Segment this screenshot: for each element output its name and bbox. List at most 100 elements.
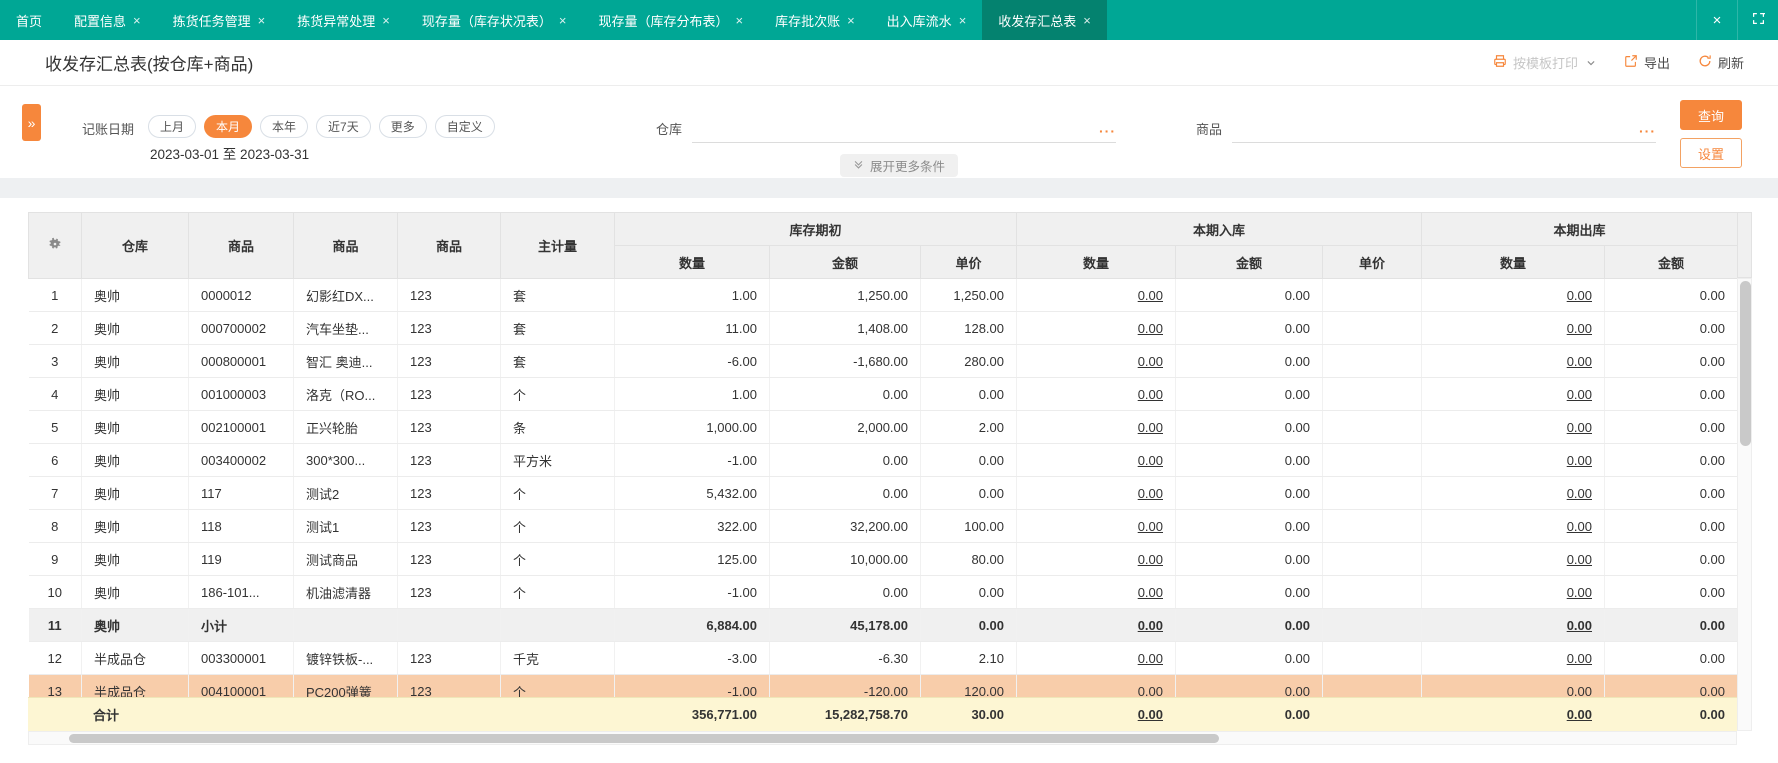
warehouse-input[interactable]: ··· [692,114,1116,143]
table-row[interactable]: 3 奥帅 000800001 智汇 奥迪... 123 套 -6.00 -1,680.00 28… [28,344,1739,378]
table-row[interactable]: 6 奥帅 003400002 300*300... 123 平方米 -1.00 0.00 0.0… [28,443,1739,477]
vertical-scrollbar-thumb[interactable] [1740,281,1751,446]
qty-link[interactable]: 0.00 [1566,386,1592,402]
tab[interactable]: 现存量（库存状况表） × [406,0,583,40]
tab[interactable]: 配置信息 × [58,0,157,40]
qty-link[interactable]: 0.00 [1137,650,1163,666]
cell-num: 9 [28,542,82,576]
table-row[interactable]: 9 奥帅 119 测试商品 123 个 125.00 10,000.00 80.00 0.00 0.… [28,542,1739,576]
date-range-value[interactable]: 2023-03-01 至 2023-03-31 [150,147,310,162]
cell-num: 3 [28,344,82,378]
qty-link[interactable]: 0.00 [1566,683,1592,699]
tab-close-icon[interactable]: × [558,12,567,28]
cell-oa: 0.00 [1604,641,1739,675]
qty-link[interactable]: 0.00 [1566,485,1592,501]
qty-link[interactable]: 0.00 [1566,584,1592,600]
qty-link[interactable]: 0.00 [1137,551,1163,567]
qty-link[interactable]: 0.00 [1137,485,1163,501]
tab-close-icon[interactable]: × [133,12,141,28]
fullscreen-button[interactable] [1737,0,1778,40]
cell-spec: 123 [397,377,501,411]
qty-link[interactable]: 0.00 [1566,452,1592,468]
tab[interactable]: 拣货异常处理 × [281,0,406,40]
cell-iq: 0.00 [1016,443,1176,477]
tab[interactable]: 库存批次账 × [759,0,871,40]
print-by-template-button[interactable]: 按模板打印 [1493,53,1596,72]
cell-ba: 0.00 [769,443,921,477]
cell-ia: 0.00 [1175,311,1323,345]
cell-oa: 0.00 [1604,410,1739,444]
qty-link[interactable]: 0.00 [1137,617,1163,633]
cell-unit: 套 [500,311,615,345]
date-pill[interactable]: 本月 [204,115,253,138]
tab-close-icon[interactable]: × [847,12,855,28]
vertical-scrollbar-track [1737,278,1752,731]
qty-link[interactable]: 0.00 [1137,320,1163,336]
qty-link[interactable]: 0.00 [1137,353,1163,369]
gear-icon[interactable] [48,237,62,254]
table-row[interactable]: 10 奥帅 186-101... 机油滤清器 123 个 -1.00 0.00 0.00 0.00… [28,575,1739,609]
qty-link[interactable]: 0.00 [1566,419,1592,435]
warehouse-picker-ellipsis-icon[interactable]: ··· [1099,122,1116,139]
tab[interactable]: 现存量（库存分布表） × [582,0,759,40]
qty-link[interactable]: 0.00 [1137,584,1163,600]
table-row[interactable]: 7 奥帅 117 测试2 123 个 5,432.00 0.00 0.00 0.00 0.00 0.0… [28,476,1739,510]
export-button[interactable]: 导出 [1624,53,1670,72]
table-row[interactable]: 1 奥帅 0000012 幻影红DX... 123 套 1.00 1,250.00 1,250.… [28,278,1739,312]
table-row[interactable]: 12 半成品仓 003300001 镀锌铁板-... 123 千克 -3.00 -6.30 2.… [28,641,1739,675]
product-picker-ellipsis-icon[interactable]: ··· [1639,122,1656,139]
date-pill[interactable]: 自定义 [434,115,495,138]
qty-link[interactable]: 0.00 [1137,287,1163,303]
qty-link[interactable]: 0.00 [1137,386,1163,402]
table-row[interactable]: 5 奥帅 002100001 正兴轮胎 123 条 1,000.00 2,000.00 2.00… [28,410,1739,444]
collapse-filter-button[interactable]: » [22,104,41,141]
refresh-button[interactable]: 刷新 [1698,53,1744,72]
qty-link[interactable]: 0.00 [1137,683,1163,699]
cell-bp: 80.00 [920,542,1017,576]
tab[interactable]: 拣货任务管理 × [157,0,282,40]
product-input[interactable]: ··· [1232,114,1656,143]
qty-link[interactable]: 0.00 [1137,518,1163,534]
qty-link[interactable]: 0.00 [1566,650,1592,666]
cell-spec: 123 [397,641,501,675]
tab[interactable]: 首页 [0,0,58,40]
tab[interactable]: 收发存汇总表 × [982,0,1107,40]
tab-close-icon[interactable]: × [958,12,967,28]
settings-button[interactable]: 设置 [1680,138,1742,168]
tab-close-icon[interactable]: × [735,12,744,28]
cell-bp: 0.00 [920,377,1017,411]
expand-more-conditions-button[interactable]: 展开更多条件 [840,154,959,177]
horizontal-scrollbar-thumb[interactable] [69,734,1219,743]
close-all-tabs-button[interactable]: × [1696,0,1737,40]
search-button[interactable]: 查询 [1680,100,1742,130]
qty-link[interactable]: 0.00 [1566,320,1592,336]
qty-link[interactable]: 0.00 [1566,551,1592,567]
qty-link[interactable]: 0.00 [1566,353,1592,369]
table-row[interactable]: 8 奥帅 118 测试1 123 个 322.00 32,200.00 100.00 0.00 0.… [28,509,1739,543]
date-pill[interactable]: 近7天 [316,115,371,138]
tab-close-icon[interactable]: × [382,12,390,28]
table-row[interactable]: 2 奥帅 000700002 汽车坐垫... 123 套 11.00 1,408.00 128.… [28,311,1739,345]
header-subcol: 数量 [614,245,770,279]
subtotal-row[interactable]: 11 奥帅 小计 6,884.00 45,178.00 0.00 0.00 0.00 0.00 0… [28,608,1739,642]
date-pill[interactable]: 更多 [378,115,427,138]
qty-link[interactable]: 0.00 [1566,707,1592,722]
qty-link[interactable]: 0.00 [1137,707,1163,722]
date-pill[interactable]: 上月 [148,115,197,138]
qty-link[interactable]: 0.00 [1566,518,1592,534]
table-row[interactable]: 4 奥帅 001000003 洛克（RO... 123 个 1.00 0.00 0.00 0.00… [28,377,1739,411]
tab-label: 拣货异常处理 [297,13,376,29]
header-subcol: 数量 [1421,245,1605,279]
qty-link[interactable]: 0.00 [1566,287,1592,303]
qty-link[interactable]: 0.00 [1566,617,1592,633]
cell-unit: 个 [500,542,615,576]
tab[interactable]: 出入库流水 × [871,0,983,40]
tab-close-icon[interactable]: × [1083,12,1091,28]
qty-link[interactable]: 0.00 [1137,452,1163,468]
date-pill[interactable]: 本年 [260,115,309,138]
tab-close-icon[interactable]: × [257,12,266,28]
chevron-down-icon[interactable] [1586,58,1596,68]
cell-bp: 100.00 [920,509,1017,543]
table-body: 1 奥帅 0000012 幻影红DX... 123 套 1.00 1,250.00 1,250.… [28,278,1739,708]
qty-link[interactable]: 0.00 [1137,419,1163,435]
